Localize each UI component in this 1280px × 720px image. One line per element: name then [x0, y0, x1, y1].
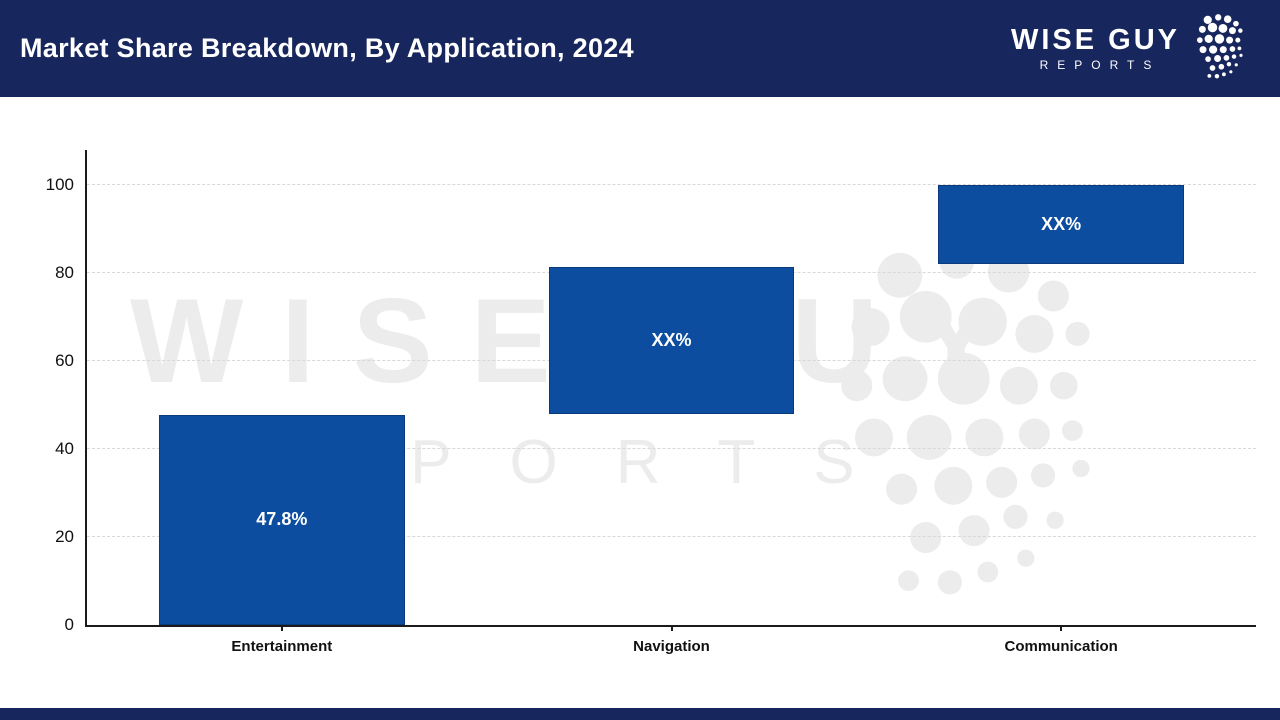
ytick-label-60: 60 [55, 351, 74, 371]
footer-bar [0, 708, 1280, 720]
ytick-label-0: 0 [64, 615, 74, 634]
ytick-label-20: 20 [55, 527, 74, 547]
bar-value-label: XX% [651, 329, 692, 350]
bar-navigation: XX% [548, 266, 795, 414]
bar-communication: XX% [938, 185, 1184, 265]
xtick-mark-navigation [670, 625, 673, 631]
chart-plot-area: 0 20 40 60 80 100 47.8% Entertainment XX% Navigat… [46, 150, 1256, 655]
xtick-label-communication: Communication [1004, 638, 1118, 655]
gridline-y-40 [87, 448, 1256, 450]
logo-subtitle: REPORTS [1039, 58, 1161, 73]
page-title: Market Share Breakdown, By Application, … [20, 33, 634, 63]
gridline-y-100 [87, 184, 1256, 186]
logo-head-icon [1196, 13, 1243, 78]
xtick-label-navigation: Navigation [633, 638, 710, 655]
xtick-label-entertainment: Entertainment [231, 638, 333, 655]
logo-text: WISE GUY REPORTS [1010, 23, 1180, 73]
ytick-label-80: 80 [55, 263, 74, 283]
wise-guy-logo: WISE GUY REPORTS [1011, 11, 1254, 87]
gridline-y-20 [87, 536, 1256, 538]
ytick-label-40: 40 [55, 439, 74, 459]
bar-value-label: XX% [1041, 214, 1082, 235]
header: Market Share Breakdown, By Application, … [0, 0, 1280, 97]
bar-value-label: 47.8% [256, 509, 308, 530]
xtick-mark-communication [1060, 625, 1063, 631]
bar-entertainment: 47.8% [159, 414, 405, 625]
xtick-mark-entertainment [280, 625, 283, 631]
logo-wordmark: WISE GUY [1010, 23, 1180, 56]
ytick-label-100: 100 [45, 175, 74, 195]
